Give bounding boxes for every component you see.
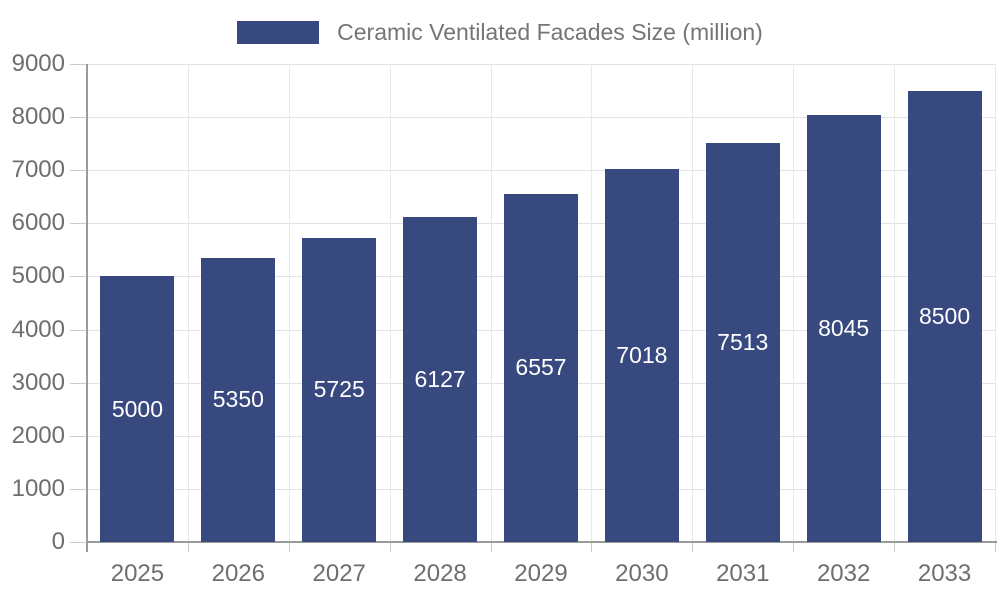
y-axis-tick xyxy=(70,488,87,490)
bar-2026: 5350 xyxy=(201,257,276,542)
y-axis-tick xyxy=(70,382,87,384)
x-gridline xyxy=(187,64,189,542)
x-axis-tick xyxy=(793,542,795,552)
y-axis-label: 0 xyxy=(51,528,65,555)
bar-2028: 6127 xyxy=(403,216,478,542)
x-axis-label: 2025 xyxy=(110,560,165,587)
x-axis-tick xyxy=(692,542,694,552)
bar-2030: 7018 xyxy=(604,169,679,542)
x-gridline xyxy=(894,64,896,542)
x-axis-tick xyxy=(288,542,290,552)
x-axis-tick xyxy=(894,542,896,552)
y-axis-label: 7000 xyxy=(11,156,65,184)
bar-value-label: 7018 xyxy=(616,342,668,369)
legend-label: Ceramic Ventilated Facades Size (million… xyxy=(337,19,763,45)
y-axis-label: 5000 xyxy=(11,262,65,290)
x-gridline xyxy=(591,64,593,542)
x-axis-label: 2032 xyxy=(816,560,871,587)
y-axis-tick xyxy=(70,223,87,225)
y-axis-tick xyxy=(70,64,87,65)
x-axis-label: 2026 xyxy=(211,560,265,587)
y-axis-tick xyxy=(70,329,87,331)
bar-value-label: 8045 xyxy=(818,314,870,341)
y-axis-tick xyxy=(70,170,87,172)
x-gridline xyxy=(692,64,694,542)
legend-swatch xyxy=(237,20,320,44)
bar-value-label: 8500 xyxy=(918,302,971,329)
legend[interactable]: Ceramic Ventilated Facades Size (million… xyxy=(0,20,1000,44)
bar-value-label: 5000 xyxy=(111,395,164,422)
x-gridline xyxy=(793,64,795,542)
x-axis-label: 2031 xyxy=(716,560,770,587)
bar-value-label: 6127 xyxy=(414,365,466,392)
y-axis-tick xyxy=(70,542,87,543)
bar-value-label: 7513 xyxy=(717,328,769,355)
y-axis-label: 2000 xyxy=(11,421,65,449)
y-axis-label: 6000 xyxy=(11,209,65,237)
y-axis-line xyxy=(86,64,88,552)
x-axis-label: 2028 xyxy=(413,560,467,587)
y-axis-tick xyxy=(70,276,87,278)
x-gridline xyxy=(490,64,492,542)
x-axis-tick xyxy=(187,542,189,552)
bar-value-label: 5725 xyxy=(313,376,365,403)
x-axis-label: 2030 xyxy=(615,560,669,587)
y-axis-label: 8000 xyxy=(11,103,65,131)
y-axis-label: 1000 xyxy=(11,474,65,502)
bar-2027: 5725 xyxy=(302,237,377,542)
x-gridline xyxy=(288,64,290,542)
bar-value-label: 5350 xyxy=(212,386,264,413)
y-axis-label: 9000 xyxy=(11,50,65,77)
y-axis-label: 4000 xyxy=(11,315,65,343)
y-axis-tick xyxy=(70,435,87,437)
bar-2033: 8500 xyxy=(907,90,982,542)
y-gridline xyxy=(87,170,995,172)
bar-2031: 7513 xyxy=(705,142,780,542)
y-axis-tick xyxy=(70,117,87,119)
x-axis-label: 2027 xyxy=(312,560,366,587)
x-gridline xyxy=(389,64,391,542)
x-axis-tick xyxy=(490,542,492,552)
y-gridline xyxy=(87,64,995,65)
x-axis-line xyxy=(87,541,997,543)
x-axis-label: 2033 xyxy=(917,560,972,587)
bar-2025: 5000 xyxy=(100,276,175,542)
bar-2029: 6557 xyxy=(504,193,578,542)
x-axis-tick xyxy=(389,542,391,552)
y-gridline xyxy=(87,117,995,119)
bar-2032: 8045 xyxy=(806,114,881,542)
x-axis-label: 2029 xyxy=(514,560,568,587)
x-gridline xyxy=(995,64,996,542)
bar-value-label: 6557 xyxy=(515,354,567,381)
y-axis-label: 3000 xyxy=(11,368,65,396)
x-axis-tick xyxy=(995,542,996,552)
x-axis-tick xyxy=(591,542,593,552)
